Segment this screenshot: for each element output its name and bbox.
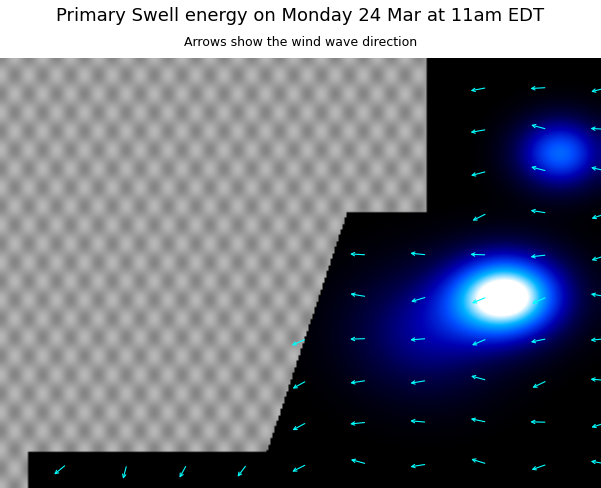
Text: Arrows show the wind wave direction: Arrows show the wind wave direction [184, 36, 417, 49]
Text: Primary Swell energy on Monday 24 Mar at 11am EDT: Primary Swell energy on Monday 24 Mar at… [56, 7, 545, 25]
